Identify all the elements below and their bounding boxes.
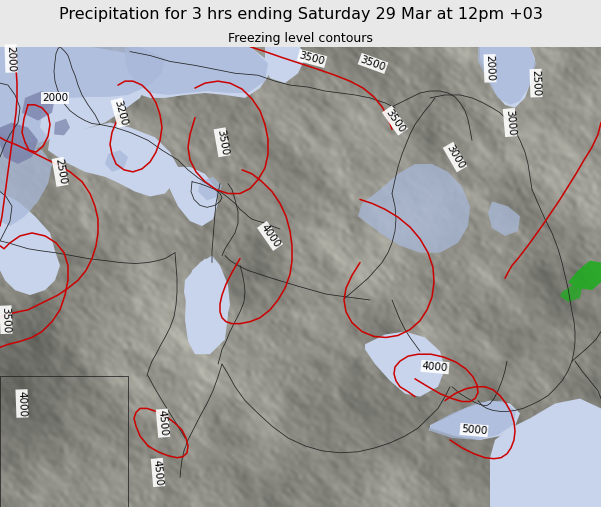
Text: 3500: 3500 (215, 128, 229, 156)
Text: 3200: 3200 (112, 99, 128, 127)
Polygon shape (22, 91, 55, 121)
Polygon shape (428, 401, 516, 440)
Text: 3000: 3000 (504, 109, 516, 136)
Text: 4000: 4000 (258, 223, 282, 249)
Polygon shape (184, 256, 230, 339)
Polygon shape (568, 261, 601, 290)
Polygon shape (48, 123, 178, 197)
Polygon shape (480, 47, 535, 108)
Text: 3500: 3500 (383, 107, 407, 134)
Polygon shape (185, 259, 228, 354)
Polygon shape (0, 47, 165, 152)
Text: 4000: 4000 (17, 390, 28, 417)
Text: Precipitation for 3 hrs ending Saturday 29 Mar at 12pm +03: Precipitation for 3 hrs ending Saturday … (58, 8, 543, 22)
Polygon shape (0, 123, 38, 164)
Text: 4500: 4500 (157, 410, 169, 437)
Polygon shape (430, 401, 520, 440)
Text: 5000: 5000 (460, 424, 487, 436)
Text: 3500: 3500 (1, 306, 11, 333)
Text: 4500: 4500 (152, 459, 164, 486)
Text: 2500: 2500 (53, 158, 67, 186)
Polygon shape (0, 140, 52, 226)
Polygon shape (130, 47, 270, 98)
Polygon shape (165, 167, 218, 226)
Text: 4000: 4000 (421, 361, 448, 373)
Polygon shape (365, 332, 445, 396)
Polygon shape (105, 150, 128, 172)
Text: 2000: 2000 (42, 93, 68, 103)
Polygon shape (0, 47, 60, 295)
Text: 3500: 3500 (298, 50, 326, 67)
Text: 2000: 2000 (484, 55, 495, 82)
Polygon shape (265, 47, 305, 83)
Polygon shape (488, 201, 520, 236)
Polygon shape (490, 399, 601, 507)
Polygon shape (198, 177, 222, 200)
Text: 2500: 2500 (531, 70, 542, 96)
Polygon shape (125, 47, 268, 95)
Polygon shape (54, 119, 70, 135)
Text: 2000: 2000 (5, 45, 16, 71)
Polygon shape (478, 47, 536, 105)
Polygon shape (560, 284, 582, 302)
Text: 3000: 3000 (444, 143, 466, 171)
Text: Freezing level contours: Freezing level contours (228, 32, 373, 45)
Text: 3500: 3500 (359, 54, 387, 73)
Polygon shape (0, 47, 150, 142)
Polygon shape (358, 164, 470, 252)
